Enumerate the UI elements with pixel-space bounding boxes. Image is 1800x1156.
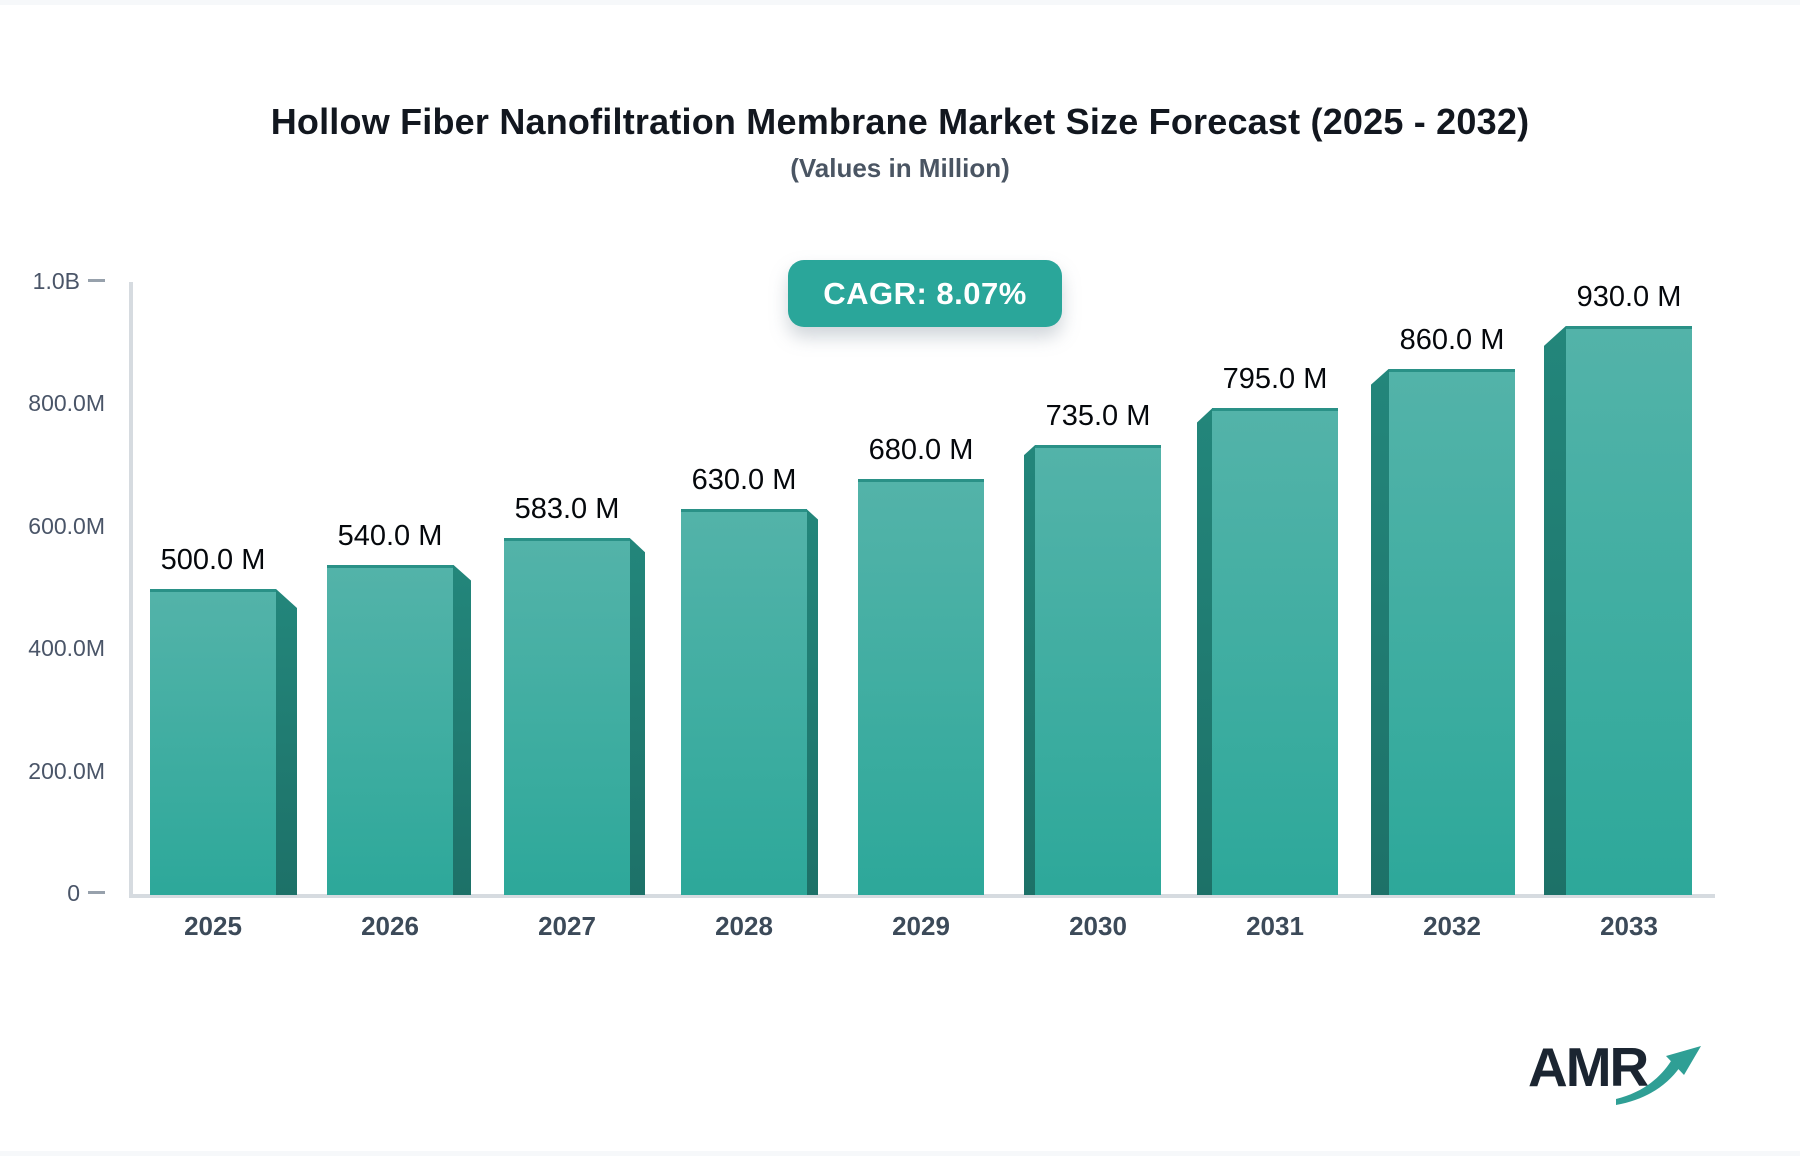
x-axis-label-2030: 2030 [1069, 911, 1127, 941]
bar-2031 [1212, 408, 1338, 895]
bar-value-label: 540.0 M [337, 519, 443, 552]
x-axis-label-2032: 2032 [1423, 911, 1481, 941]
x-axis-line [129, 894, 1715, 898]
x-axis-label-2026: 2026 [361, 911, 419, 941]
cagr-badge: CAGR: 8.07% [788, 260, 1062, 327]
y-axis-label: 1.0B [0, 268, 105, 295]
bar-side-face-2026 [453, 564, 471, 895]
bar-side-face-2027 [630, 538, 645, 895]
bar-2029 [858, 478, 984, 895]
bar-value-label: 860.0 M [1399, 323, 1505, 356]
bar-2027 [504, 538, 630, 895]
bar-value-label: 500.0 M [160, 544, 266, 576]
bar-side-face-2033 [1544, 325, 1566, 895]
y-axis-label: 400.0M [0, 635, 105, 662]
y-axis-label-text: 200.0M [28, 757, 105, 784]
bar-side-face-2028 [807, 509, 818, 895]
growth-arrow-icon [1616, 1046, 1701, 1105]
y-axis-line [129, 282, 133, 897]
y-axis-label: 800.0M [0, 390, 105, 417]
y-axis-label-text: 0 [67, 880, 80, 906]
chart-title: Hollow Fiber Nanofiltration Membrane Mar… [270, 101, 1530, 142]
y-axis-label: 200.0M [0, 758, 105, 785]
y-axis-label: 600.0M [0, 513, 105, 540]
bar-2025 [150, 589, 276, 895]
bar-2028 [681, 509, 807, 895]
y-axis-label-text: 600.0M [28, 512, 105, 539]
bar-value-label: 630.0 M [691, 464, 797, 497]
bar-value-label: 735.0 M [1045, 400, 1151, 433]
amr-logo: AMR [1528, 1036, 1713, 1113]
bar-side-face-2032 [1371, 368, 1389, 895]
x-axis-label-2029: 2029 [892, 911, 950, 941]
cagr-badge-label: CAGR: 8.07% [823, 275, 1027, 311]
bar-value-label: 795.0 M [1222, 363, 1328, 396]
chart-card: Hollow Fiber Nanofiltration Membrane Mar… [0, 5, 1800, 1151]
amr-logo-text: AMR [1528, 1036, 1649, 1098]
bar-side-face-2030 [1024, 445, 1035, 895]
bar-2026 [327, 564, 453, 895]
bar-value-label: 583.0 M [514, 493, 620, 526]
bar-2030 [1035, 445, 1161, 895]
bar-2033 [1566, 325, 1692, 895]
x-axis-label-2027: 2027 [538, 911, 596, 941]
x-axis-label-2028: 2028 [715, 911, 773, 941]
x-axis-label-2031: 2031 [1246, 911, 1304, 941]
y-axis-label-text: 800.0M [28, 390, 105, 417]
x-axis-label-2033: 2033 [1600, 911, 1658, 941]
bar-side-face-2031 [1197, 408, 1212, 895]
bar-side-face-2025 [276, 589, 297, 895]
y-axis-label: 0 [0, 880, 105, 907]
chart-subtitle: (Values in Million) [790, 153, 1010, 183]
x-axis-label-2025: 2025 [184, 911, 242, 941]
bar-2032 [1389, 368, 1515, 895]
y-axis-tick-dash [88, 891, 105, 895]
y-axis-label-text: 1.0B [32, 268, 80, 294]
y-axis-label-text: 400.0M [28, 635, 105, 662]
y-axis-tick-dash [88, 279, 105, 283]
bar-value-label: 680.0 M [868, 433, 974, 466]
bar-value-label: 930.0 M [1576, 280, 1682, 313]
